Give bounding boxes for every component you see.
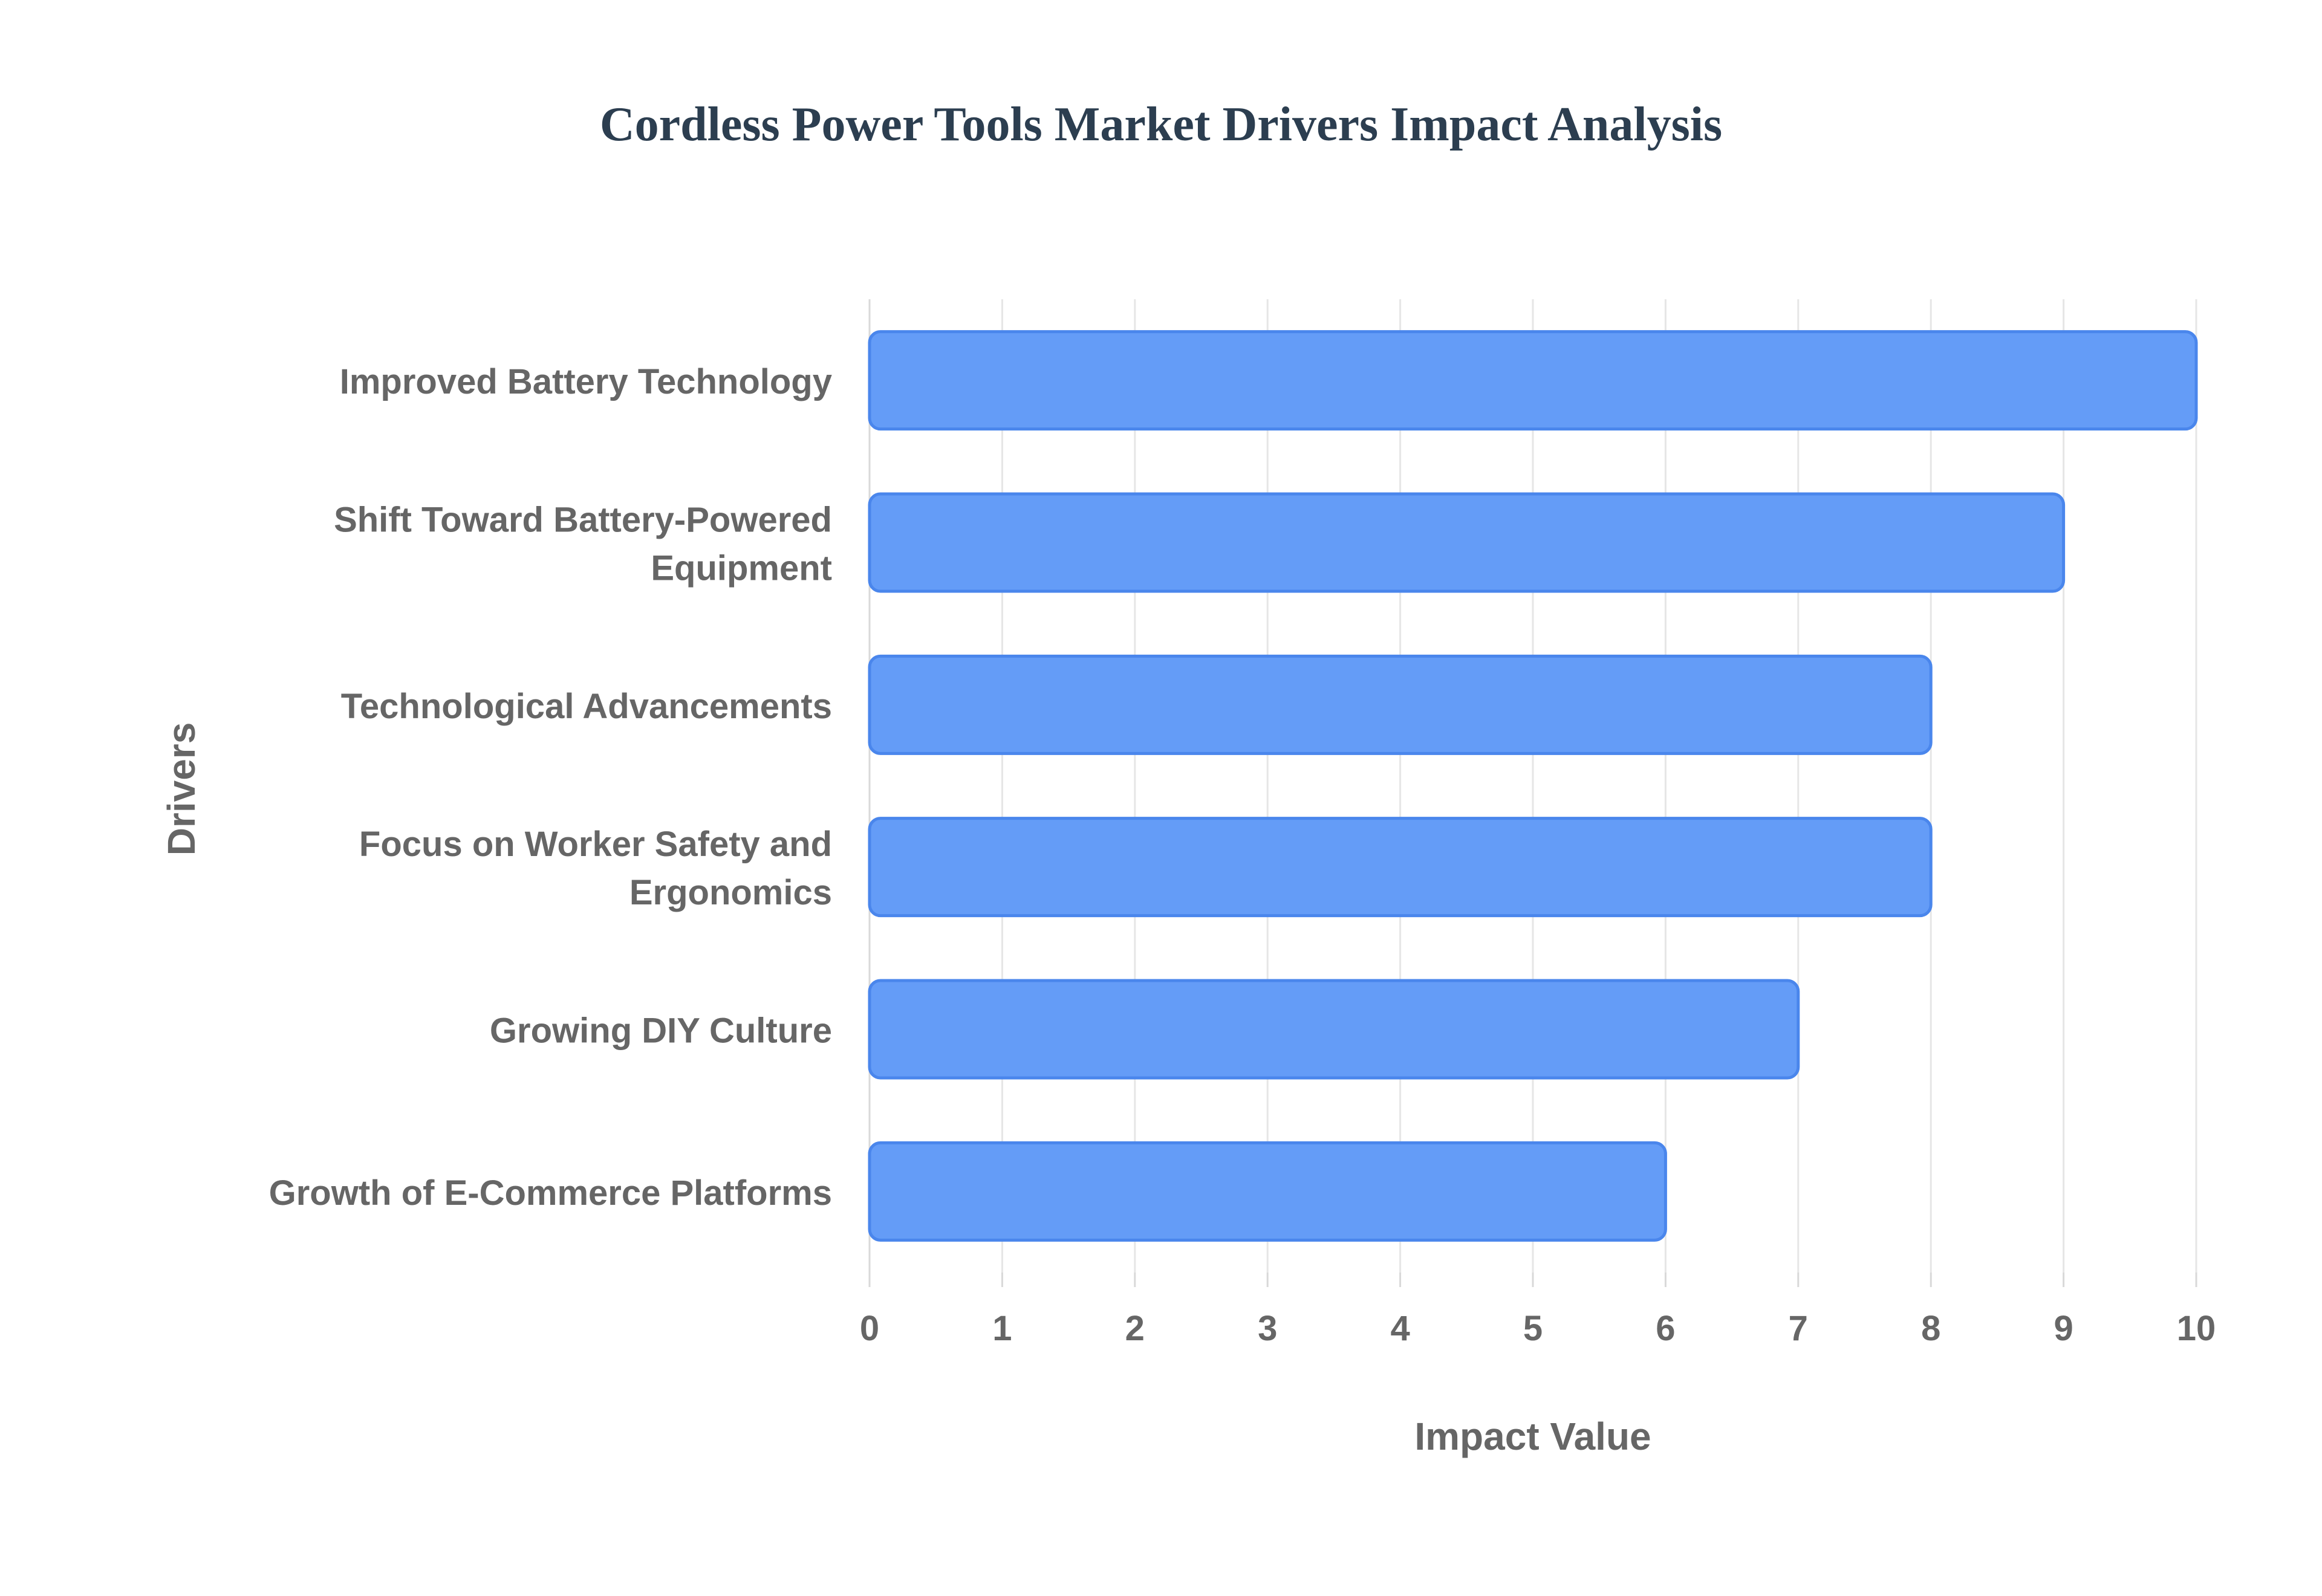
x-tick-label: 1 xyxy=(992,1309,1012,1348)
category-labels: Improved Battery Technology Shift Toward … xyxy=(269,362,832,1213)
x-axis-ticks: 0 1 2 3 4 5 6 7 8 9 10 xyxy=(860,1273,2216,1348)
bar xyxy=(868,492,2066,593)
x-tick-label: 4 xyxy=(1390,1309,1410,1348)
x-tick-label: 5 xyxy=(1523,1309,1543,1348)
x-axis-title: Impact Value xyxy=(1414,1415,1651,1458)
bar xyxy=(868,654,1933,755)
category-label-line: Technological Advancements xyxy=(341,687,832,726)
category-label-line: Focus on Worker Safety and xyxy=(359,825,832,864)
y-axis-title: Drivers xyxy=(160,722,203,856)
chart-title: Cordless Power Tools Market Drivers Impa… xyxy=(600,98,1722,151)
category-label: Technological Advancements xyxy=(341,687,832,726)
grid xyxy=(868,299,2197,1273)
category-label-line: Shift Toward Battery-Powered xyxy=(334,501,832,540)
bar xyxy=(868,1141,1667,1242)
category-label: Shift Toward Battery-Powered Equipment xyxy=(334,501,832,588)
category-label: Focus on Worker Safety and Ergonomics xyxy=(359,825,832,912)
category-label-line: Ergonomics xyxy=(629,873,832,912)
x-tick-label: 6 xyxy=(1656,1309,1675,1348)
x-tick-label: 7 xyxy=(1789,1309,1808,1348)
x-tick-label: 9 xyxy=(2054,1309,2073,1348)
bar xyxy=(868,979,1800,1080)
x-tick-label: 2 xyxy=(1125,1309,1145,1348)
category-label: Growth of E-Commerce Platforms xyxy=(269,1173,832,1213)
bar xyxy=(868,330,2198,431)
x-tick-label: 10 xyxy=(2177,1309,2216,1348)
category-label-line: Growth of E-Commerce Platforms xyxy=(269,1173,832,1213)
x-tick-label: 0 xyxy=(860,1309,879,1348)
category-label-line: Improved Battery Technology xyxy=(340,362,832,401)
category-label: Growing DIY Culture xyxy=(490,1011,832,1051)
category-label: Improved Battery Technology xyxy=(340,362,832,401)
category-label-line: Equipment xyxy=(651,549,832,588)
x-tick-label: 8 xyxy=(1921,1309,1940,1348)
x-tick-label: 3 xyxy=(1258,1309,1277,1348)
bars xyxy=(868,330,2198,1242)
bar xyxy=(868,817,1933,918)
category-label-line: Growing DIY Culture xyxy=(490,1011,832,1051)
